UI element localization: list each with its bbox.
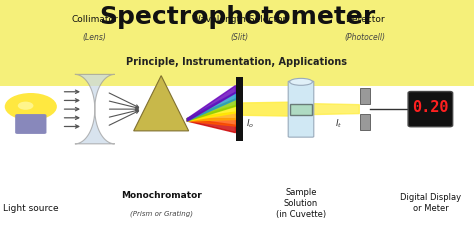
Text: Sample
Solution
(in Cuvette): Sample Solution (in Cuvette) <box>276 188 326 219</box>
Polygon shape <box>187 105 236 121</box>
Text: Detector: Detector <box>345 15 385 24</box>
Polygon shape <box>134 76 189 131</box>
Text: (Photocell): (Photocell) <box>345 33 385 42</box>
Text: Monochromator: Monochromator <box>121 191 201 200</box>
Text: Collimator: Collimator <box>72 15 118 24</box>
Text: Light source: Light source <box>3 204 59 213</box>
Polygon shape <box>187 112 236 121</box>
Polygon shape <box>312 104 359 115</box>
Text: (Prism or Grating): (Prism or Grating) <box>130 210 192 217</box>
Polygon shape <box>75 74 115 144</box>
Circle shape <box>13 97 49 116</box>
Text: (Lens): (Lens) <box>83 33 107 42</box>
Bar <box>360 114 370 130</box>
FancyBboxPatch shape <box>408 92 453 127</box>
Text: Digital Display
or Meter: Digital Display or Meter <box>400 193 461 214</box>
Bar <box>236 77 243 141</box>
Bar <box>360 88 370 104</box>
FancyBboxPatch shape <box>15 114 46 134</box>
FancyBboxPatch shape <box>288 81 314 137</box>
Polygon shape <box>187 86 236 121</box>
Ellipse shape <box>290 78 312 85</box>
FancyBboxPatch shape <box>0 0 474 86</box>
Text: Spectrophotometer: Spectrophotometer <box>99 5 375 29</box>
Text: Wavelength Selector: Wavelength Selector <box>192 15 286 24</box>
Text: 0.20: 0.20 <box>412 100 449 115</box>
Circle shape <box>5 93 57 120</box>
Text: (Slit): (Slit) <box>230 33 248 42</box>
Polygon shape <box>187 99 236 121</box>
Polygon shape <box>187 92 236 121</box>
Polygon shape <box>187 119 236 133</box>
Polygon shape <box>243 102 290 116</box>
Text: Principle, Instrumentation, Applications: Principle, Instrumentation, Applications <box>127 57 347 67</box>
FancyBboxPatch shape <box>0 86 474 248</box>
Circle shape <box>18 102 33 110</box>
Text: $I_t$: $I_t$ <box>335 118 342 130</box>
Polygon shape <box>187 119 236 126</box>
Text: $I_o$: $I_o$ <box>246 118 254 130</box>
FancyBboxPatch shape <box>290 104 312 115</box>
